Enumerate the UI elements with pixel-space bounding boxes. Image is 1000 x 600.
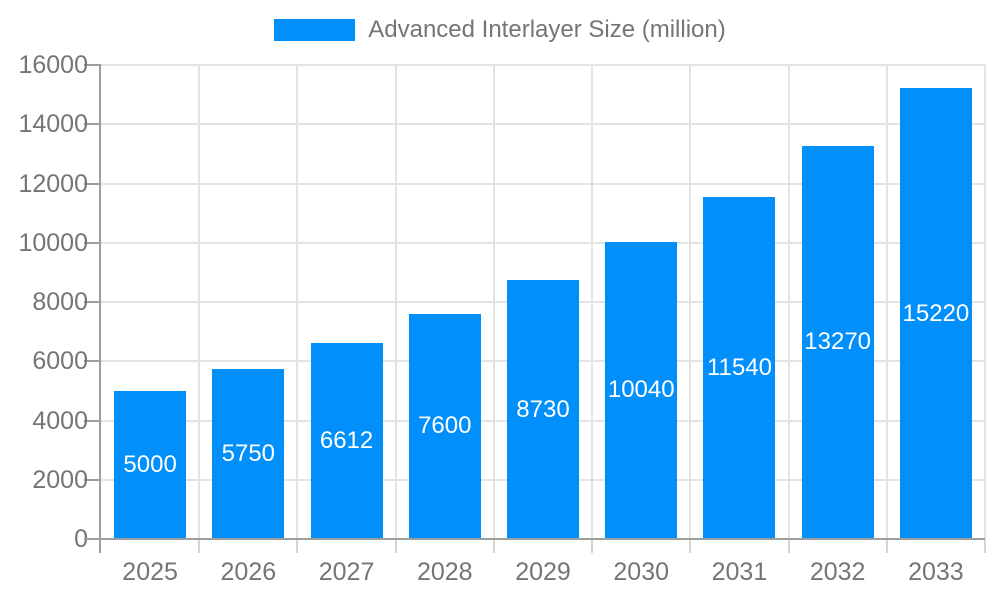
vertical-gridline (198, 65, 201, 539)
y-axis-label: 0 (74, 525, 88, 553)
y-axis-tick (84, 64, 101, 66)
chart-legend: Advanced Interlayer Size (million) (0, 16, 1000, 44)
legend-label: Advanced Interlayer Size (million) (368, 16, 726, 43)
y-axis-label: 6000 (32, 347, 88, 376)
x-axis-tick (885, 540, 888, 553)
y-axis-tick (84, 182, 101, 185)
bar-value-label: 5000 (123, 450, 177, 478)
horizontal-gridline (101, 182, 985, 185)
x-axis-tick (591, 540, 594, 553)
y-axis-tick (84, 478, 101, 481)
x-axis-label: 2032 (809, 558, 866, 586)
x-axis-tick (689, 540, 692, 553)
x-axis-tick (492, 540, 495, 553)
horizontal-gridline (101, 64, 985, 66)
bar-value-label: 8730 (516, 395, 570, 423)
bar-value-label: 11540 (706, 354, 772, 382)
vertical-gridline (787, 65, 790, 539)
x-axis-tick (198, 540, 201, 553)
bar-value-label: 13270 (804, 328, 872, 356)
vertical-gridline (492, 65, 495, 539)
vertical-gridline (885, 65, 888, 539)
x-axis-label: 2025 (122, 558, 178, 586)
bar: 6612 (310, 343, 383, 539)
x-axis-tick (984, 540, 986, 553)
bar: 10040 (605, 241, 678, 539)
bar: 7600 (408, 313, 481, 539)
y-axis-label: 14000 (18, 110, 88, 139)
bar-value-label: 6612 (319, 427, 374, 455)
x-axis-label: 2028 (416, 558, 473, 586)
x-axis-tick (296, 540, 299, 553)
x-axis-tick (394, 540, 397, 553)
y-axis-tick (84, 360, 101, 363)
vertical-gridline (394, 65, 397, 539)
y-axis-label: 16000 (18, 51, 88, 79)
x-axis-label: 2033 (908, 558, 964, 586)
y-axis-label: 2000 (32, 465, 88, 494)
y-axis-label: 4000 (32, 406, 88, 435)
y-axis-label: 12000 (18, 169, 88, 198)
y-axis-tick (84, 419, 101, 422)
y-axis-tick (84, 123, 101, 126)
y-axis-line (99, 65, 101, 553)
y-axis-label: 10000 (18, 228, 88, 257)
x-axis-label: 2030 (613, 558, 670, 586)
x-axis-zero-tick (84, 538, 101, 540)
bar: 15220 (899, 88, 972, 539)
vertical-gridline (689, 65, 692, 539)
horizontal-gridline (101, 123, 985, 126)
vertical-gridline (984, 65, 986, 539)
x-axis-label: 2029 (515, 558, 571, 586)
x-axis-label: 2026 (220, 558, 277, 586)
bar: 5750 (212, 368, 285, 539)
bar: 11540 (703, 197, 776, 539)
x-axis-label: 2031 (711, 558, 768, 586)
vertical-gridline (296, 65, 299, 539)
x-axis-label: 2027 (318, 558, 375, 586)
bar: 13270 (801, 145, 874, 539)
y-axis-tick (84, 301, 101, 303)
bar-value-label: 5750 (221, 439, 276, 467)
horizontal-gridline (101, 241, 985, 244)
legend-swatch (274, 19, 356, 41)
vertical-gridline (591, 65, 594, 539)
bar: 5000 (114, 390, 187, 539)
x-axis-tick (787, 540, 790, 553)
bar-value-label: 7600 (418, 412, 472, 440)
bar: 8730 (507, 280, 579, 539)
bar-value-label: 15220 (902, 299, 970, 327)
y-axis-tick (84, 241, 101, 244)
x-axis-line (101, 538, 985, 540)
bar-value-label: 10040 (607, 376, 675, 404)
y-axis-label: 8000 (32, 288, 88, 316)
